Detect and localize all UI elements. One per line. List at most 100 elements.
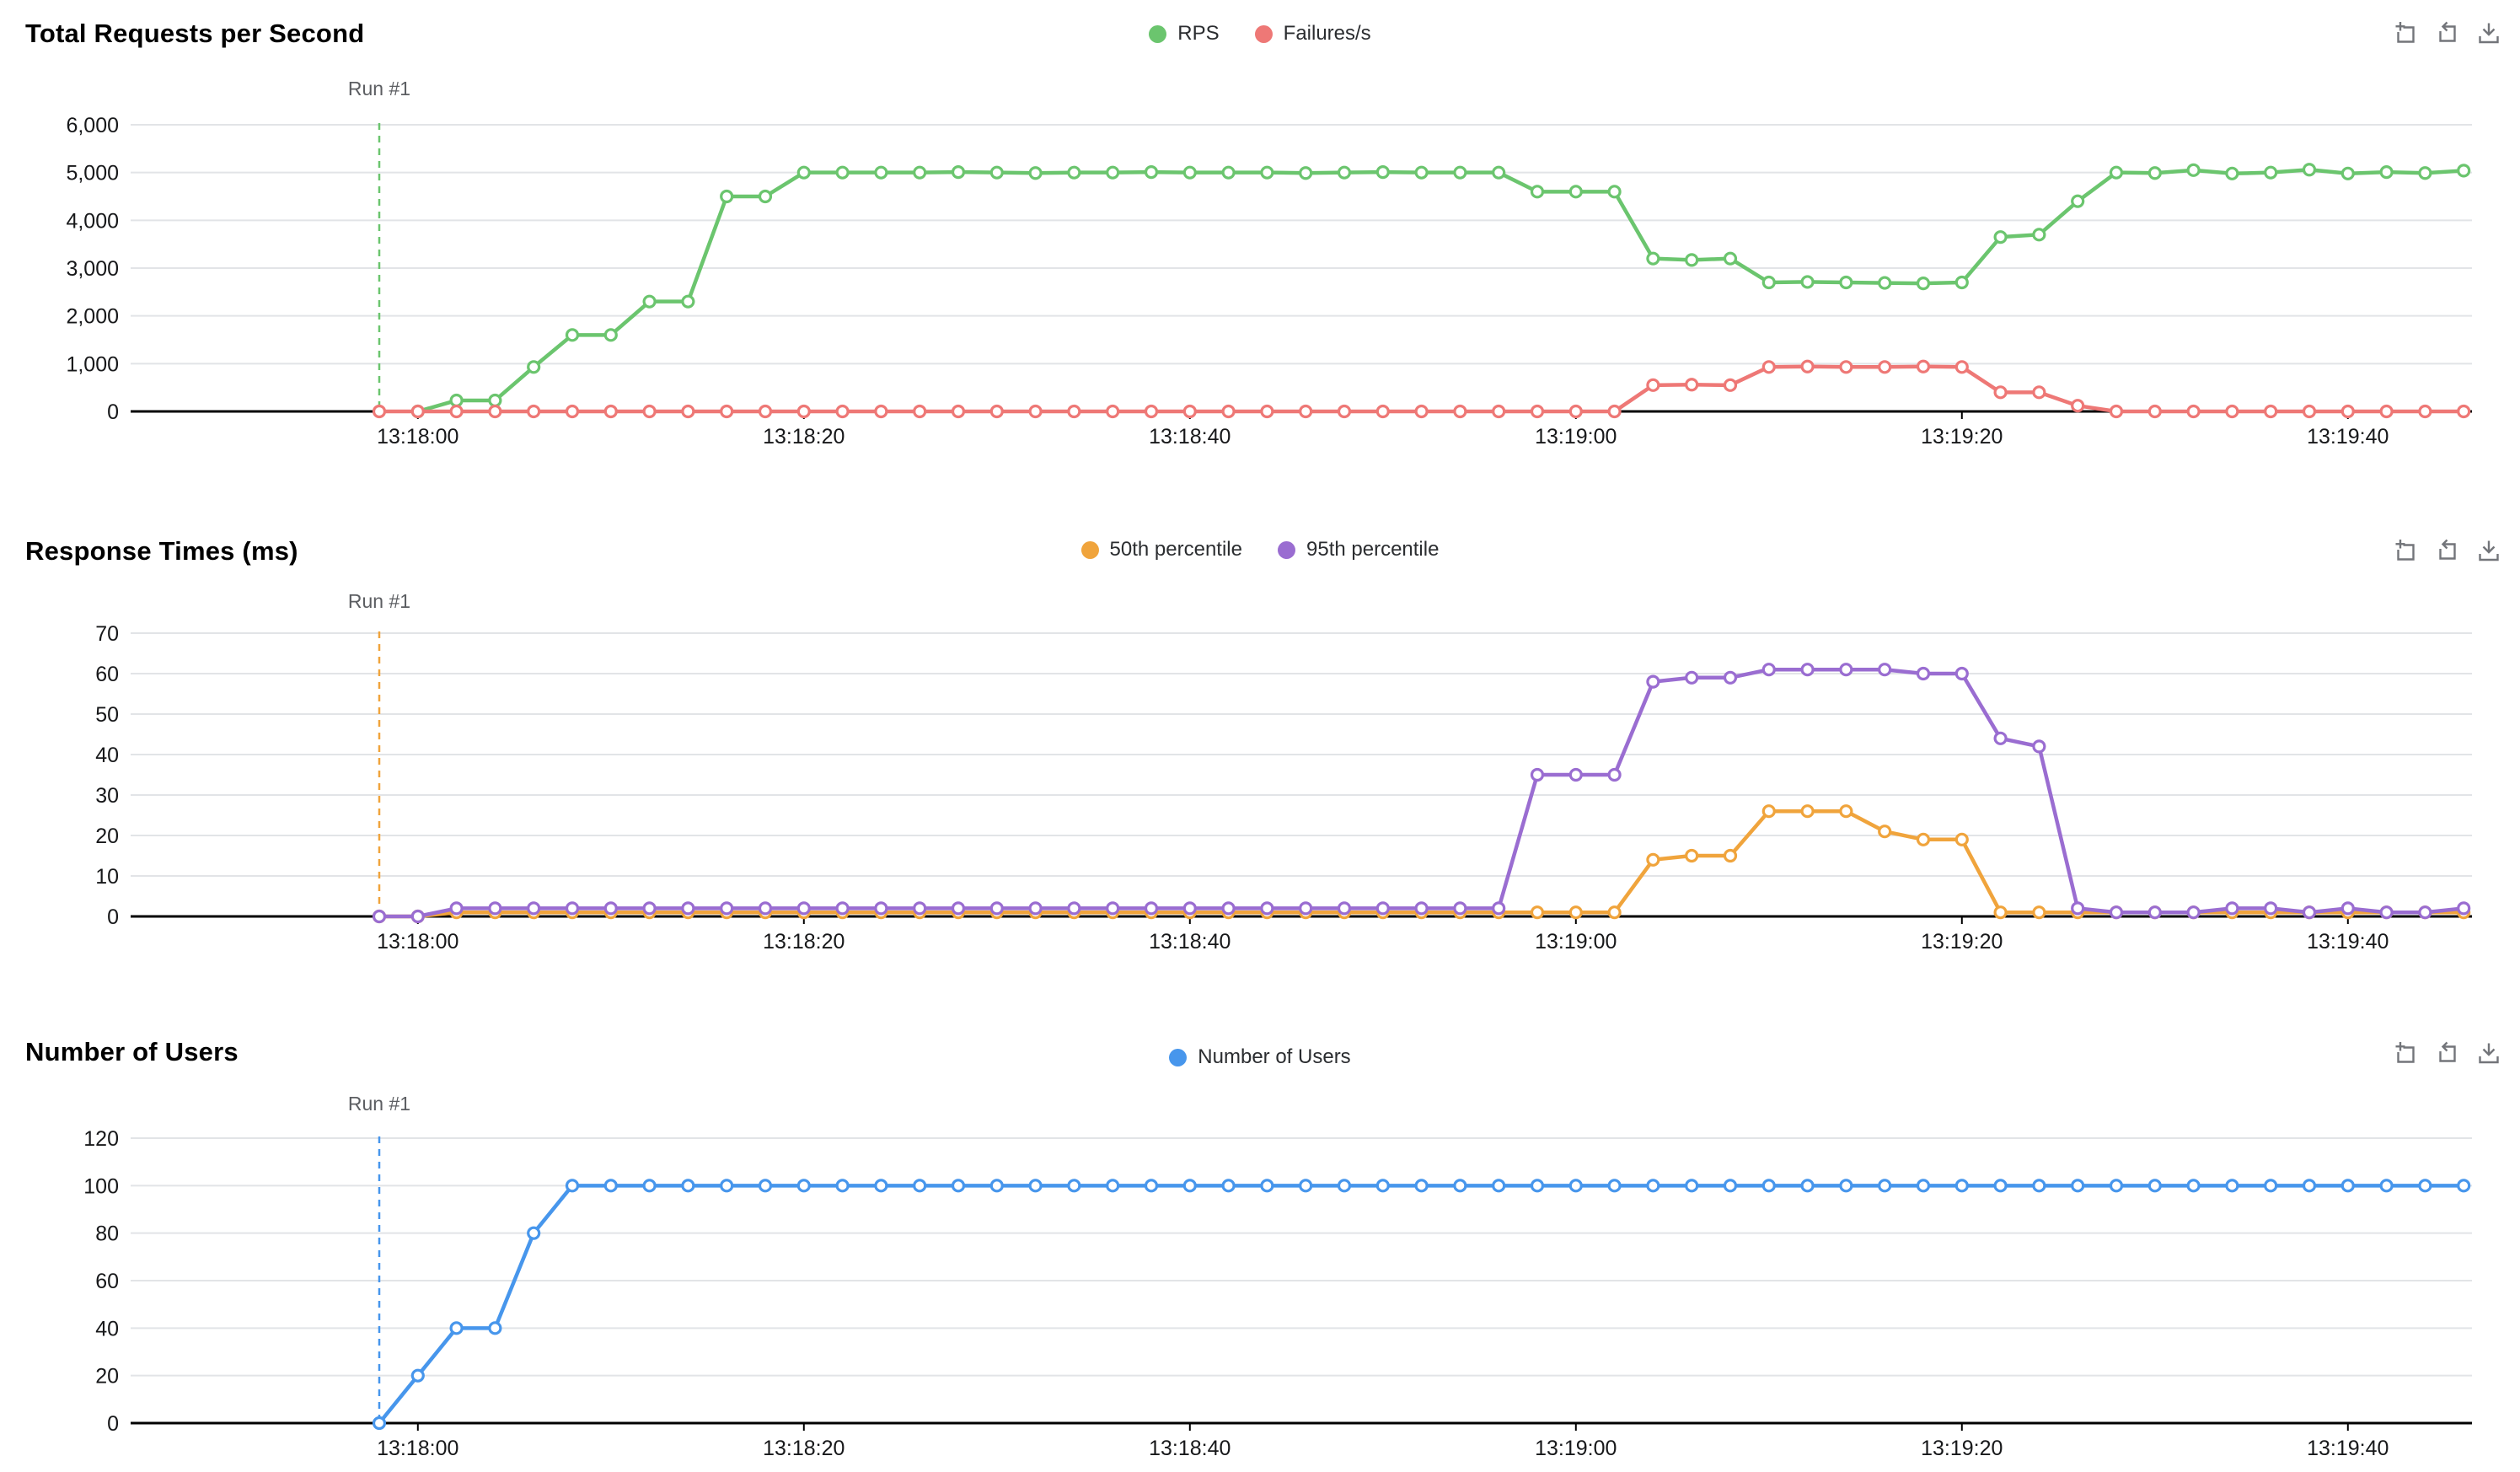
data-point[interactable] xyxy=(1106,1179,1120,1193)
data-point[interactable] xyxy=(681,1179,695,1193)
data-point[interactable] xyxy=(1144,901,1159,916)
data-point[interactable] xyxy=(989,165,1004,180)
data-point[interactable] xyxy=(1453,1179,1467,1193)
data-point[interactable] xyxy=(1800,275,1815,289)
data-point[interactable] xyxy=(603,1179,618,1193)
series-95th-percentile[interactable] xyxy=(372,663,2471,924)
data-point[interactable] xyxy=(1916,277,1931,291)
data-point[interactable] xyxy=(2225,1179,2239,1193)
data-point[interactable] xyxy=(1337,1179,1352,1193)
plot-number-of-users[interactable]: 0 20 40 60 80 100 120 13:18:00 13:18:20 13:18:40 1… xyxy=(83,1093,2472,1460)
data-point[interactable] xyxy=(527,360,541,374)
data-point[interactable] xyxy=(2071,901,2085,916)
data-point[interactable] xyxy=(989,404,1004,419)
data-point[interactable] xyxy=(2032,739,2046,754)
data-point[interactable] xyxy=(2457,901,2471,916)
legend-item-number-of-users[interactable]: Number of Users xyxy=(1169,1045,1351,1069)
data-point[interactable] xyxy=(1839,663,1853,677)
data-point[interactable] xyxy=(874,404,888,419)
data-point[interactable] xyxy=(449,901,464,916)
toolbox-zoom-select-button[interactable] xyxy=(2392,538,2417,563)
data-point[interactable] xyxy=(2379,165,2394,180)
data-point[interactable] xyxy=(989,1179,1004,1193)
data-point[interactable] xyxy=(603,901,618,916)
data-point[interactable] xyxy=(1568,767,1583,782)
data-point[interactable] xyxy=(2186,1179,2201,1193)
data-point[interactable] xyxy=(2457,404,2471,419)
data-point[interactable] xyxy=(796,1179,811,1193)
data-point[interactable] xyxy=(681,294,695,309)
data-point[interactable] xyxy=(1182,901,1197,916)
data-point[interactable] xyxy=(758,404,773,419)
data-point[interactable] xyxy=(1530,1179,1545,1193)
data-point[interactable] xyxy=(2340,901,2355,916)
data-point[interactable] xyxy=(835,1179,850,1193)
legend-item-50th-percentile[interactable]: 50th percentile xyxy=(1080,538,1242,561)
data-point[interactable] xyxy=(1839,1179,1853,1193)
data-point[interactable] xyxy=(2264,404,2278,419)
data-point[interactable] xyxy=(1761,1179,1776,1193)
data-point[interactable] xyxy=(1685,378,1699,392)
data-point[interactable] xyxy=(1878,825,1892,839)
data-point[interactable] xyxy=(2147,166,2162,180)
data-point[interactable] xyxy=(874,901,888,916)
data-point[interactable] xyxy=(2302,404,2317,419)
data-point[interactable] xyxy=(720,1179,734,1193)
data-point[interactable] xyxy=(2032,1179,2046,1193)
data-point[interactable] xyxy=(1530,185,1545,199)
legend-item-failures-s[interactable]: Failures/s xyxy=(1254,22,1371,46)
data-point[interactable] xyxy=(1028,901,1043,916)
data-point[interactable] xyxy=(2418,404,2432,419)
data-point[interactable] xyxy=(1299,901,1313,916)
data-point[interactable] xyxy=(1067,901,1081,916)
data-point[interactable] xyxy=(1221,165,1236,180)
data-point[interactable] xyxy=(642,294,657,309)
data-point[interactable] xyxy=(527,404,541,419)
data-point[interactable] xyxy=(1607,185,1622,199)
data-point[interactable] xyxy=(565,901,580,916)
series-rps[interactable] xyxy=(410,163,2471,419)
data-point[interactable] xyxy=(2302,1179,2317,1193)
data-point[interactable] xyxy=(488,1321,502,1335)
data-point[interactable] xyxy=(1916,666,1931,681)
data-point[interactable] xyxy=(565,1179,580,1193)
data-point[interactable] xyxy=(1414,1179,1429,1193)
data-point[interactable] xyxy=(642,901,657,916)
data-point[interactable] xyxy=(2418,905,2432,920)
data-point[interactable] xyxy=(1260,901,1274,916)
data-point[interactable] xyxy=(642,404,657,419)
data-point[interactable] xyxy=(488,393,502,408)
data-point[interactable] xyxy=(449,404,464,419)
data-point[interactable] xyxy=(1221,404,1236,419)
data-point[interactable] xyxy=(1375,1179,1390,1193)
data-point[interactable] xyxy=(1646,251,1660,266)
data-point[interactable] xyxy=(1878,1179,1892,1193)
data-point[interactable] xyxy=(1954,832,1969,846)
data-point[interactable] xyxy=(1067,404,1081,419)
data-point[interactable] xyxy=(1221,901,1236,916)
data-point[interactable] xyxy=(1375,404,1390,419)
data-point[interactable] xyxy=(410,1368,425,1383)
data-point[interactable] xyxy=(720,189,734,204)
toolbox-save-image-button[interactable] xyxy=(2476,20,2501,46)
data-point[interactable] xyxy=(1839,804,1853,819)
data-point[interactable] xyxy=(1916,1179,1931,1193)
data-point[interactable] xyxy=(1375,165,1390,180)
data-point[interactable] xyxy=(1916,359,1931,373)
data-point[interactable] xyxy=(1453,404,1467,419)
data-point[interactable] xyxy=(1067,165,1081,180)
data-point[interactable] xyxy=(1723,251,1738,266)
data-point[interactable] xyxy=(1685,253,1699,267)
data-point[interactable] xyxy=(913,901,927,916)
data-point[interactable] xyxy=(758,189,773,204)
toolbox-save-image-button[interactable] xyxy=(2476,1040,2501,1066)
data-point[interactable] xyxy=(1067,1179,1081,1193)
data-point[interactable] xyxy=(835,901,850,916)
data-point[interactable] xyxy=(1723,670,1738,685)
toolbox-restore-button[interactable] xyxy=(2434,1040,2459,1066)
data-point[interactable] xyxy=(2457,1179,2471,1193)
data-point[interactable] xyxy=(1144,165,1159,180)
data-point[interactable] xyxy=(2418,166,2432,180)
data-point[interactable] xyxy=(2147,404,2162,419)
data-point[interactable] xyxy=(1182,165,1197,180)
